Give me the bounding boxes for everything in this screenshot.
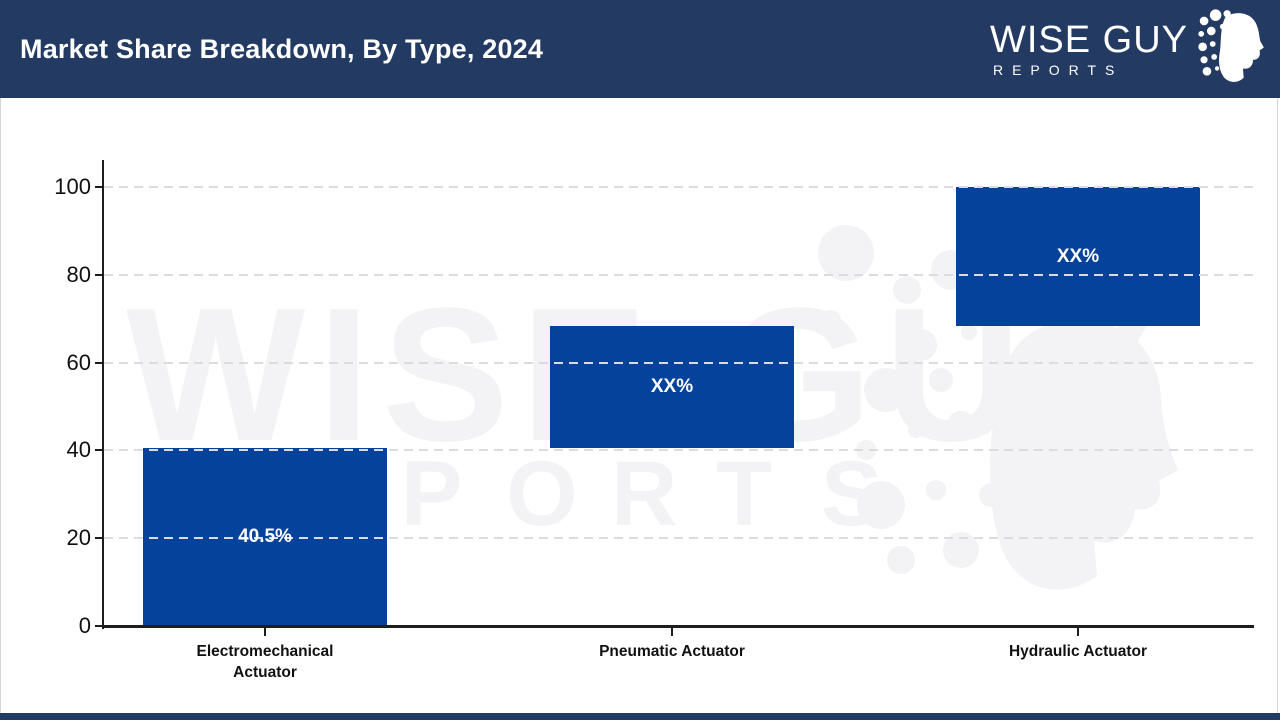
page-title: Market Share Breakdown, By Type, 2024	[20, 33, 544, 64]
bar-value-label: XX%	[1056, 245, 1100, 267]
x-axis-tick	[671, 628, 673, 636]
y-axis-tick-label: 20	[66, 525, 91, 551]
y-axis-tick-label: 0	[78, 613, 91, 638]
y-axis-tick	[95, 537, 102, 540]
header-bar: Market Share Breakdown, By Type, 2024 WI…	[0, 0, 1280, 98]
y-axis-tick-label: 40	[66, 437, 91, 463]
y-axis-tick-label: 100	[54, 174, 91, 199]
h-gridline	[104, 186, 1254, 188]
x-axis-category-label: Hydraulic Actuator	[1008, 643, 1148, 660]
y-axis-tick	[95, 361, 102, 364]
chart-area: WISE GUY P O R T S 40.5% XX% XX% 0 20 40 60 80 100 Ele…	[0, 98, 1278, 713]
wiseguy-logo: WISE GUY REPORTS	[990, 9, 1266, 89]
h-gridline	[104, 361, 1254, 364]
x-axis-tick	[264, 628, 266, 636]
y-axis-tick	[95, 625, 102, 627]
bar-segment	[956, 187, 1200, 327]
bar-segment	[143, 448, 387, 626]
y-axis-tick	[95, 449, 102, 452]
logo-text: WISE GUY REPORTS	[990, 21, 1188, 78]
h-gridline	[104, 273, 1254, 276]
h-gridline	[104, 537, 1254, 540]
bar-value-label: 40.5%	[238, 526, 292, 548]
logo-brand-text: WISE GUY	[989, 18, 1188, 61]
y-axis-line	[102, 160, 104, 629]
x-axis-tick	[1077, 628, 1079, 636]
y-axis-tick	[95, 273, 102, 276]
x-axis-line	[102, 625, 1254, 628]
bar-chart: 40.5% XX% XX% 0 20 40 60 80 100 Electromechanical…	[1, 98, 1279, 713]
x-axis-category-label: Electromechanical Actuator	[196, 643, 334, 681]
logo-head-icon	[1198, 9, 1264, 82]
bar-value-label: XX%	[650, 376, 694, 398]
bar-segment	[550, 326, 794, 449]
logo-sub-text: REPORTS	[992, 61, 1124, 78]
x-axis-category-label: Pneumatic Actuator	[599, 643, 745, 660]
y-axis-tick	[95, 186, 102, 188]
footer-bar	[0, 713, 1280, 720]
y-axis-tick-label: 60	[66, 349, 91, 375]
h-gridline	[104, 449, 1254, 452]
y-axis-tick-label: 80	[66, 261, 91, 287]
